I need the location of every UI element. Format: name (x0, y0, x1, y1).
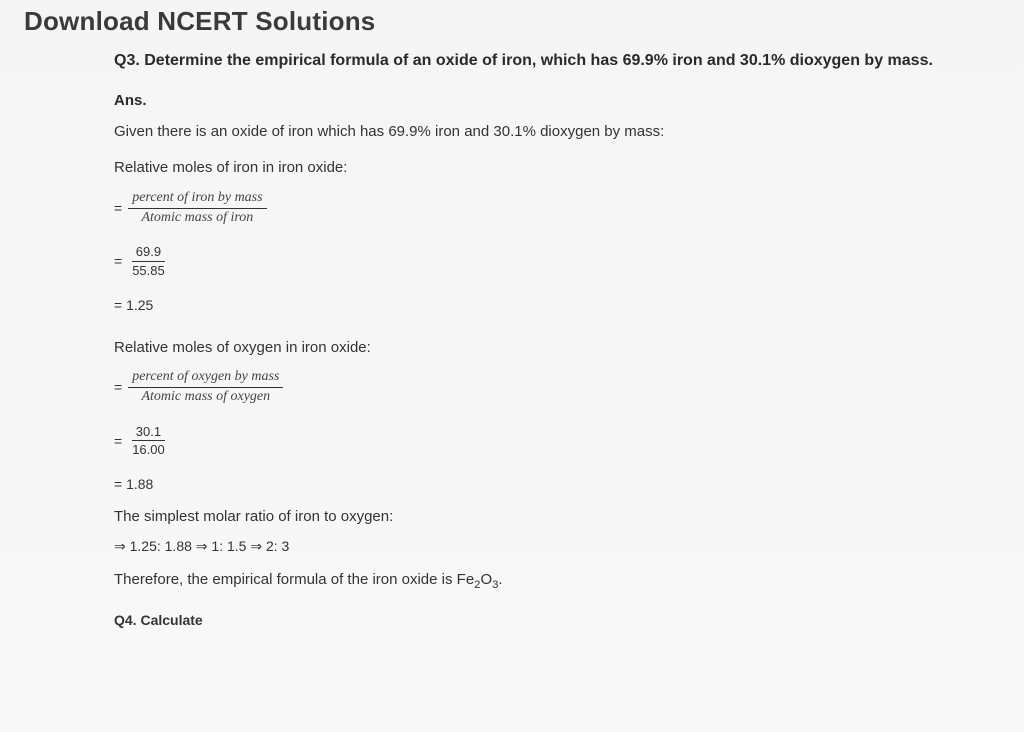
oxygen-frac-denominator-label: Atomic mass of oxygen (137, 388, 274, 406)
conclusion-line: Therefore, the empirical formula of the … (114, 569, 960, 594)
next-question-label: Q4. Calculate (114, 612, 960, 628)
iron-heading: Relative moles of iron in iron oxide: (114, 157, 960, 180)
equals-sign: = (114, 433, 122, 449)
equals-sign: = (114, 379, 122, 395)
question-text: Q3. Determine the empirical formula of a… (114, 49, 960, 74)
download-header: Download NCERT Solutions (24, 0, 1000, 37)
iron-result: = 1.25 (114, 297, 960, 313)
oxygen-word-fraction: percent of oxygen by mass Atomic mass of… (128, 369, 283, 406)
oxygen-result: = 1.88 (114, 476, 960, 492)
iron-numeric-fraction: = 69.9 55.85 (114, 244, 960, 278)
formula-suffix: . (498, 571, 502, 588)
iron-num-fraction: 69.9 55.85 (128, 244, 169, 278)
content-area: Q3. Determine the empirical formula of a… (24, 49, 1000, 628)
question-body: Determine the empirical formula of an ox… (144, 52, 933, 69)
oxygen-num-fraction: 30.1 16.00 (128, 424, 169, 458)
equals-sign: = (114, 200, 122, 216)
iron-numerator: 69.9 (132, 244, 165, 262)
question-number: Q3. (114, 52, 140, 69)
oxygen-numerator: 30.1 (132, 424, 165, 442)
iron-word-fraction: percent of iron by mass Atomic mass of i… (128, 190, 266, 227)
oxygen-denominator: 16.00 (128, 441, 169, 458)
oxygen-heading: Relative moles of oxygen in iron oxide: (114, 337, 960, 360)
page-container: Download NCERT Solutions Q3. Determine t… (0, 0, 1024, 732)
ratio-line: ⇒ 1.25: 1.88 ⇒ 1: 1.5 ⇒ 2: 3 (114, 538, 960, 555)
formula-o: O (480, 571, 492, 588)
ratio-heading: The simplest molar ratio of iron to oxyg… (114, 506, 960, 529)
oxygen-frac-numerator-label: percent of oxygen by mass (128, 369, 283, 388)
iron-frac-denominator-label: Atomic mass of iron (137, 209, 257, 227)
given-line: Given there is an oxide of iron which ha… (114, 121, 960, 144)
iron-formula-fraction: = percent of iron by mass Atomic mass of… (114, 190, 960, 227)
conclusion-prefix: Therefore, the empirical formula of the … (114, 571, 457, 588)
answer-label: Ans. (114, 92, 960, 109)
oxygen-numeric-fraction: = 30.1 16.00 (114, 424, 960, 458)
iron-denominator: 55.85 (128, 262, 169, 279)
equals-sign: = (114, 253, 122, 269)
formula-fe: Fe (457, 571, 475, 588)
oxygen-formula-fraction: = percent of oxygen by mass Atomic mass … (114, 369, 960, 406)
iron-frac-numerator-label: percent of iron by mass (128, 190, 266, 209)
